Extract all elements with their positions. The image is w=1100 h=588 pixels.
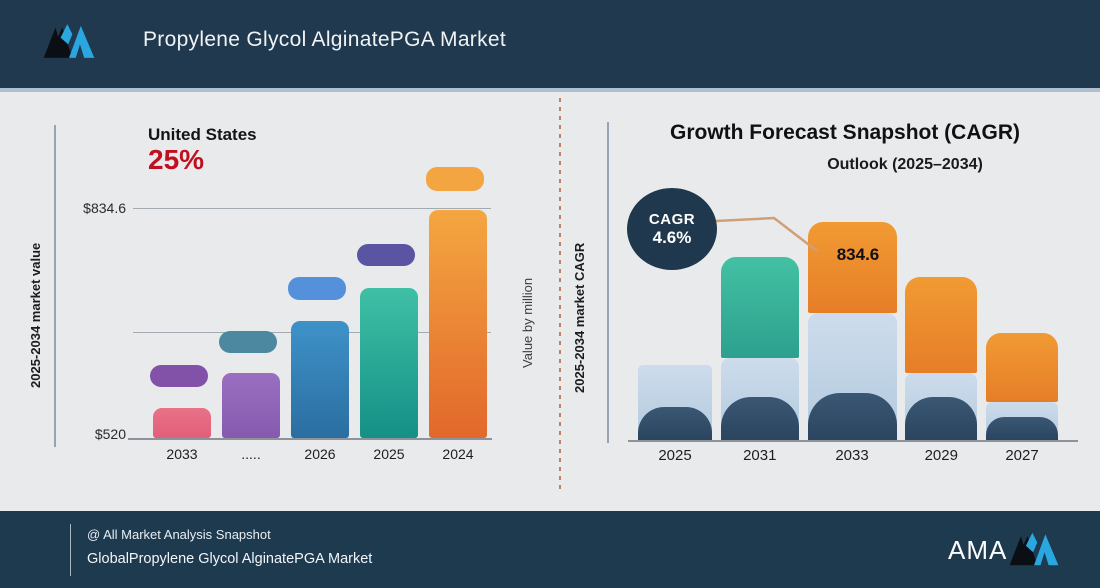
segment-orange-2033	[807, 222, 897, 313]
right-x-axis-line	[628, 440, 1078, 442]
left-bar-group-2024: 2024	[426, 160, 487, 462]
segment-teal-2031	[720, 257, 799, 358]
left-gridline-top	[133, 208, 491, 209]
right-plot: 2025 2031 2033 2029 2027	[638, 222, 1058, 464]
floating-cap-.....	[219, 331, 277, 353]
cagr-value: 4.6%	[652, 227, 692, 247]
bar-2025	[360, 288, 418, 438]
bar-value-annotation: 834.6	[836, 245, 880, 264]
left-bar-group-2026: 2026	[288, 160, 349, 462]
left-y-axis-title: 2025-2034 market value	[28, 242, 43, 388]
left-y-axis-line	[54, 125, 56, 447]
floating-cap-2025	[357, 244, 415, 266]
right-x-label-2027: 2027	[1005, 447, 1039, 464]
segment-navy-2025	[638, 407, 712, 440]
floating-cap-2024	[426, 167, 484, 191]
left-x-label-2025: 2025	[373, 446, 405, 462]
right-y-axis-title: 2025-2034 market CAGR	[572, 242, 587, 393]
left-annotation-percent: 25%	[148, 144, 205, 175]
header-divider	[0, 88, 1100, 92]
left-secondary-axis-title: Value by million	[520, 277, 535, 368]
left-annotation-country: United States	[148, 125, 257, 144]
right-y-axis-line	[607, 122, 609, 443]
left-x-label-2033: 2033	[166, 446, 198, 462]
ama-logo-icon	[43, 24, 95, 58]
page-title: Propylene Glycol AlginatePGA Market	[143, 28, 507, 51]
left-x-label-2026: 2026	[304, 446, 336, 462]
right-x-label-2033: 2033	[835, 447, 869, 464]
left-plot: 2033..... 2026 2025 2024	[150, 160, 487, 462]
right-x-label-2025: 2025	[658, 447, 692, 464]
right-bar-group-2025: 2025	[638, 222, 712, 464]
bar-2033	[153, 408, 211, 438]
left-bar-group-2025: 2025	[357, 160, 418, 462]
footer-bar: @ All Market Analysis Snapshot GlobalPro…	[0, 511, 1100, 588]
footer-divider	[70, 524, 71, 576]
footer-report-title: GlobalPropylene Glycol AlginatePGA Marke…	[87, 551, 373, 567]
segment-navy-2027	[986, 417, 1058, 440]
ama-logo-icon	[1009, 532, 1059, 566]
left-x-label-2024: 2024	[442, 446, 474, 462]
left-x-axis-line	[128, 438, 492, 440]
floating-cap-2033	[150, 365, 208, 387]
panel-divider-dashed	[559, 98, 561, 492]
cagr-badge: CAGR 4.6%	[627, 188, 717, 270]
left-ytick-520: $520	[94, 426, 126, 442]
segment-orange-2029	[905, 277, 978, 373]
footer-source: @ All Market Analysis Snapshot	[87, 527, 271, 542]
floating-cap-2026	[288, 277, 346, 300]
right-bar-group-2031: 2031	[720, 222, 799, 464]
segment-navy-2031	[720, 397, 799, 440]
bar-.....	[222, 373, 280, 438]
right-bar-group-2033: 2033	[807, 222, 897, 464]
bar-2026	[291, 321, 349, 438]
left-bar-group-.....: .....	[219, 160, 280, 462]
segment-orange-2027	[986, 333, 1058, 402]
right-bar-group-2029: 2029	[905, 222, 978, 464]
cagr-label: CAGR	[648, 210, 696, 228]
bar-2024	[429, 210, 487, 438]
footer-brand-text: AMA	[948, 535, 1008, 565]
right-x-label-2029: 2029	[924, 447, 958, 464]
segment-navy-2033	[807, 393, 897, 440]
right-x-label-2031: 2031	[743, 447, 777, 464]
left-x-label-.....: .....	[241, 446, 261, 462]
right-chart-title: Growth Forecast Snapshot (CAGR)	[669, 121, 1021, 144]
right-chart-subtitle: Outlook (2025–2034)	[827, 156, 983, 173]
left-bar-group-2033: 2033	[150, 160, 211, 462]
right-bar-group-2027: 2027	[986, 222, 1058, 464]
left-ytick-834: $834.6	[83, 200, 126, 216]
segment-navy-2029	[905, 397, 978, 440]
header-bar: Propylene Glycol AlginatePGA Market	[0, 0, 1100, 88]
